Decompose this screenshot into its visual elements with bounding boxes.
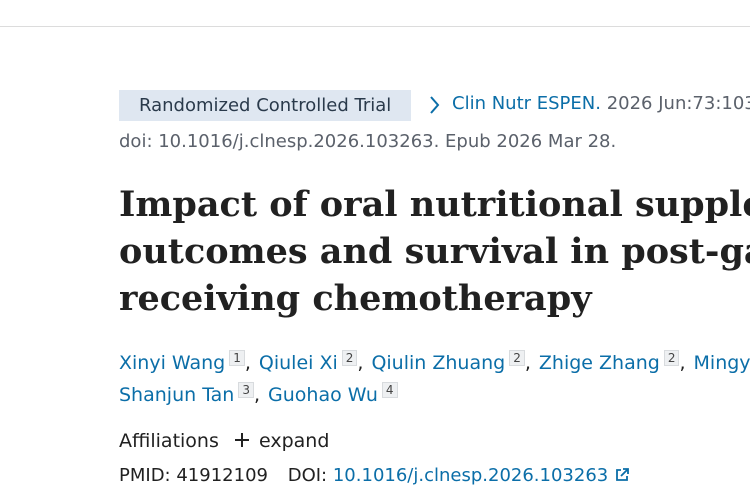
affiliations: Affiliations expand [119, 430, 329, 452]
pmid-value: 41912109 [176, 465, 268, 486]
publication-type[interactable]: Randomized Controlled Trial [119, 90, 412, 121]
author-name[interactable]: Qiulin Zhuang [371, 352, 506, 374]
affiliation-number[interactable]: 4 [381, 382, 398, 398]
author-name[interactable]: Guohao Wu [268, 384, 378, 406]
doi-label: DOI: [287, 465, 328, 486]
author: Xinyi Wang 1 [119, 350, 259, 374]
doi-line: doi: 10.1016/j.clnesp.2026.103263. Epub … [119, 131, 617, 152]
title-line: receiving chemotherapy [119, 278, 592, 319]
header-border [0, 26, 750, 27]
doi-link[interactable]: 10.1016/j.clnesp.2026.103263 [332, 465, 609, 486]
journal-line: Clin Nutr ESPEN. 2026 Jun:73:103 [452, 93, 750, 114]
affiliation-number[interactable]: 3 [238, 382, 254, 398]
pmid-label: PMID: [119, 465, 171, 486]
title-line: outcomes and survival in post-gastr [119, 231, 750, 272]
author: Qiulin Zhuang 2 [371, 350, 539, 374]
author: Zhige Zhang 2 [538, 350, 694, 374]
author: Shanjun Tan 3 [119, 382, 268, 406]
chevron-icon [430, 96, 440, 114]
author-name[interactable]: Mingyue [693, 352, 750, 374]
author-name[interactable]: Qiulei Xi [258, 352, 338, 374]
author: Guohao Wu 4 [268, 382, 398, 406]
plus-icon[interactable] [233, 431, 251, 449]
author-list: Xinyi Wang1Qiulei Xi2Qiulin Zhuang2Zhige… [119, 350, 750, 374]
affiliation-number[interactable]: 2 [663, 350, 680, 366]
journal-link[interactable]: Clin Nutr ESPEN. [452, 93, 601, 114]
affiliations-label: Affiliations [119, 430, 219, 452]
author-name[interactable]: Shanjun Tan [119, 384, 235, 406]
author-name[interactable]: Zhige Zhang [538, 352, 660, 374]
affiliation-number[interactable]: 2 [341, 350, 358, 366]
identifiers: PMID: 41912109 DOI: 10.1016/j.clnesp.202… [119, 465, 630, 486]
affiliation-number[interactable]: 1 [229, 350, 245, 366]
author: Mingyue [694, 352, 750, 374]
author-name[interactable]: Xinyi Wang [119, 352, 226, 374]
citation: 2026 Jun:73:103 [606, 93, 750, 114]
author-list: Shanjun Tan3Guohao Wu4 [119, 382, 398, 406]
expand-toggle[interactable]: expand [258, 430, 330, 452]
affiliation-number[interactable]: 2 [509, 350, 525, 366]
external-link-icon[interactable] [614, 467, 630, 483]
title-line: Impact of oral nutritional supplemen [119, 184, 750, 225]
author: Qiulei Xi 2 [258, 350, 371, 374]
